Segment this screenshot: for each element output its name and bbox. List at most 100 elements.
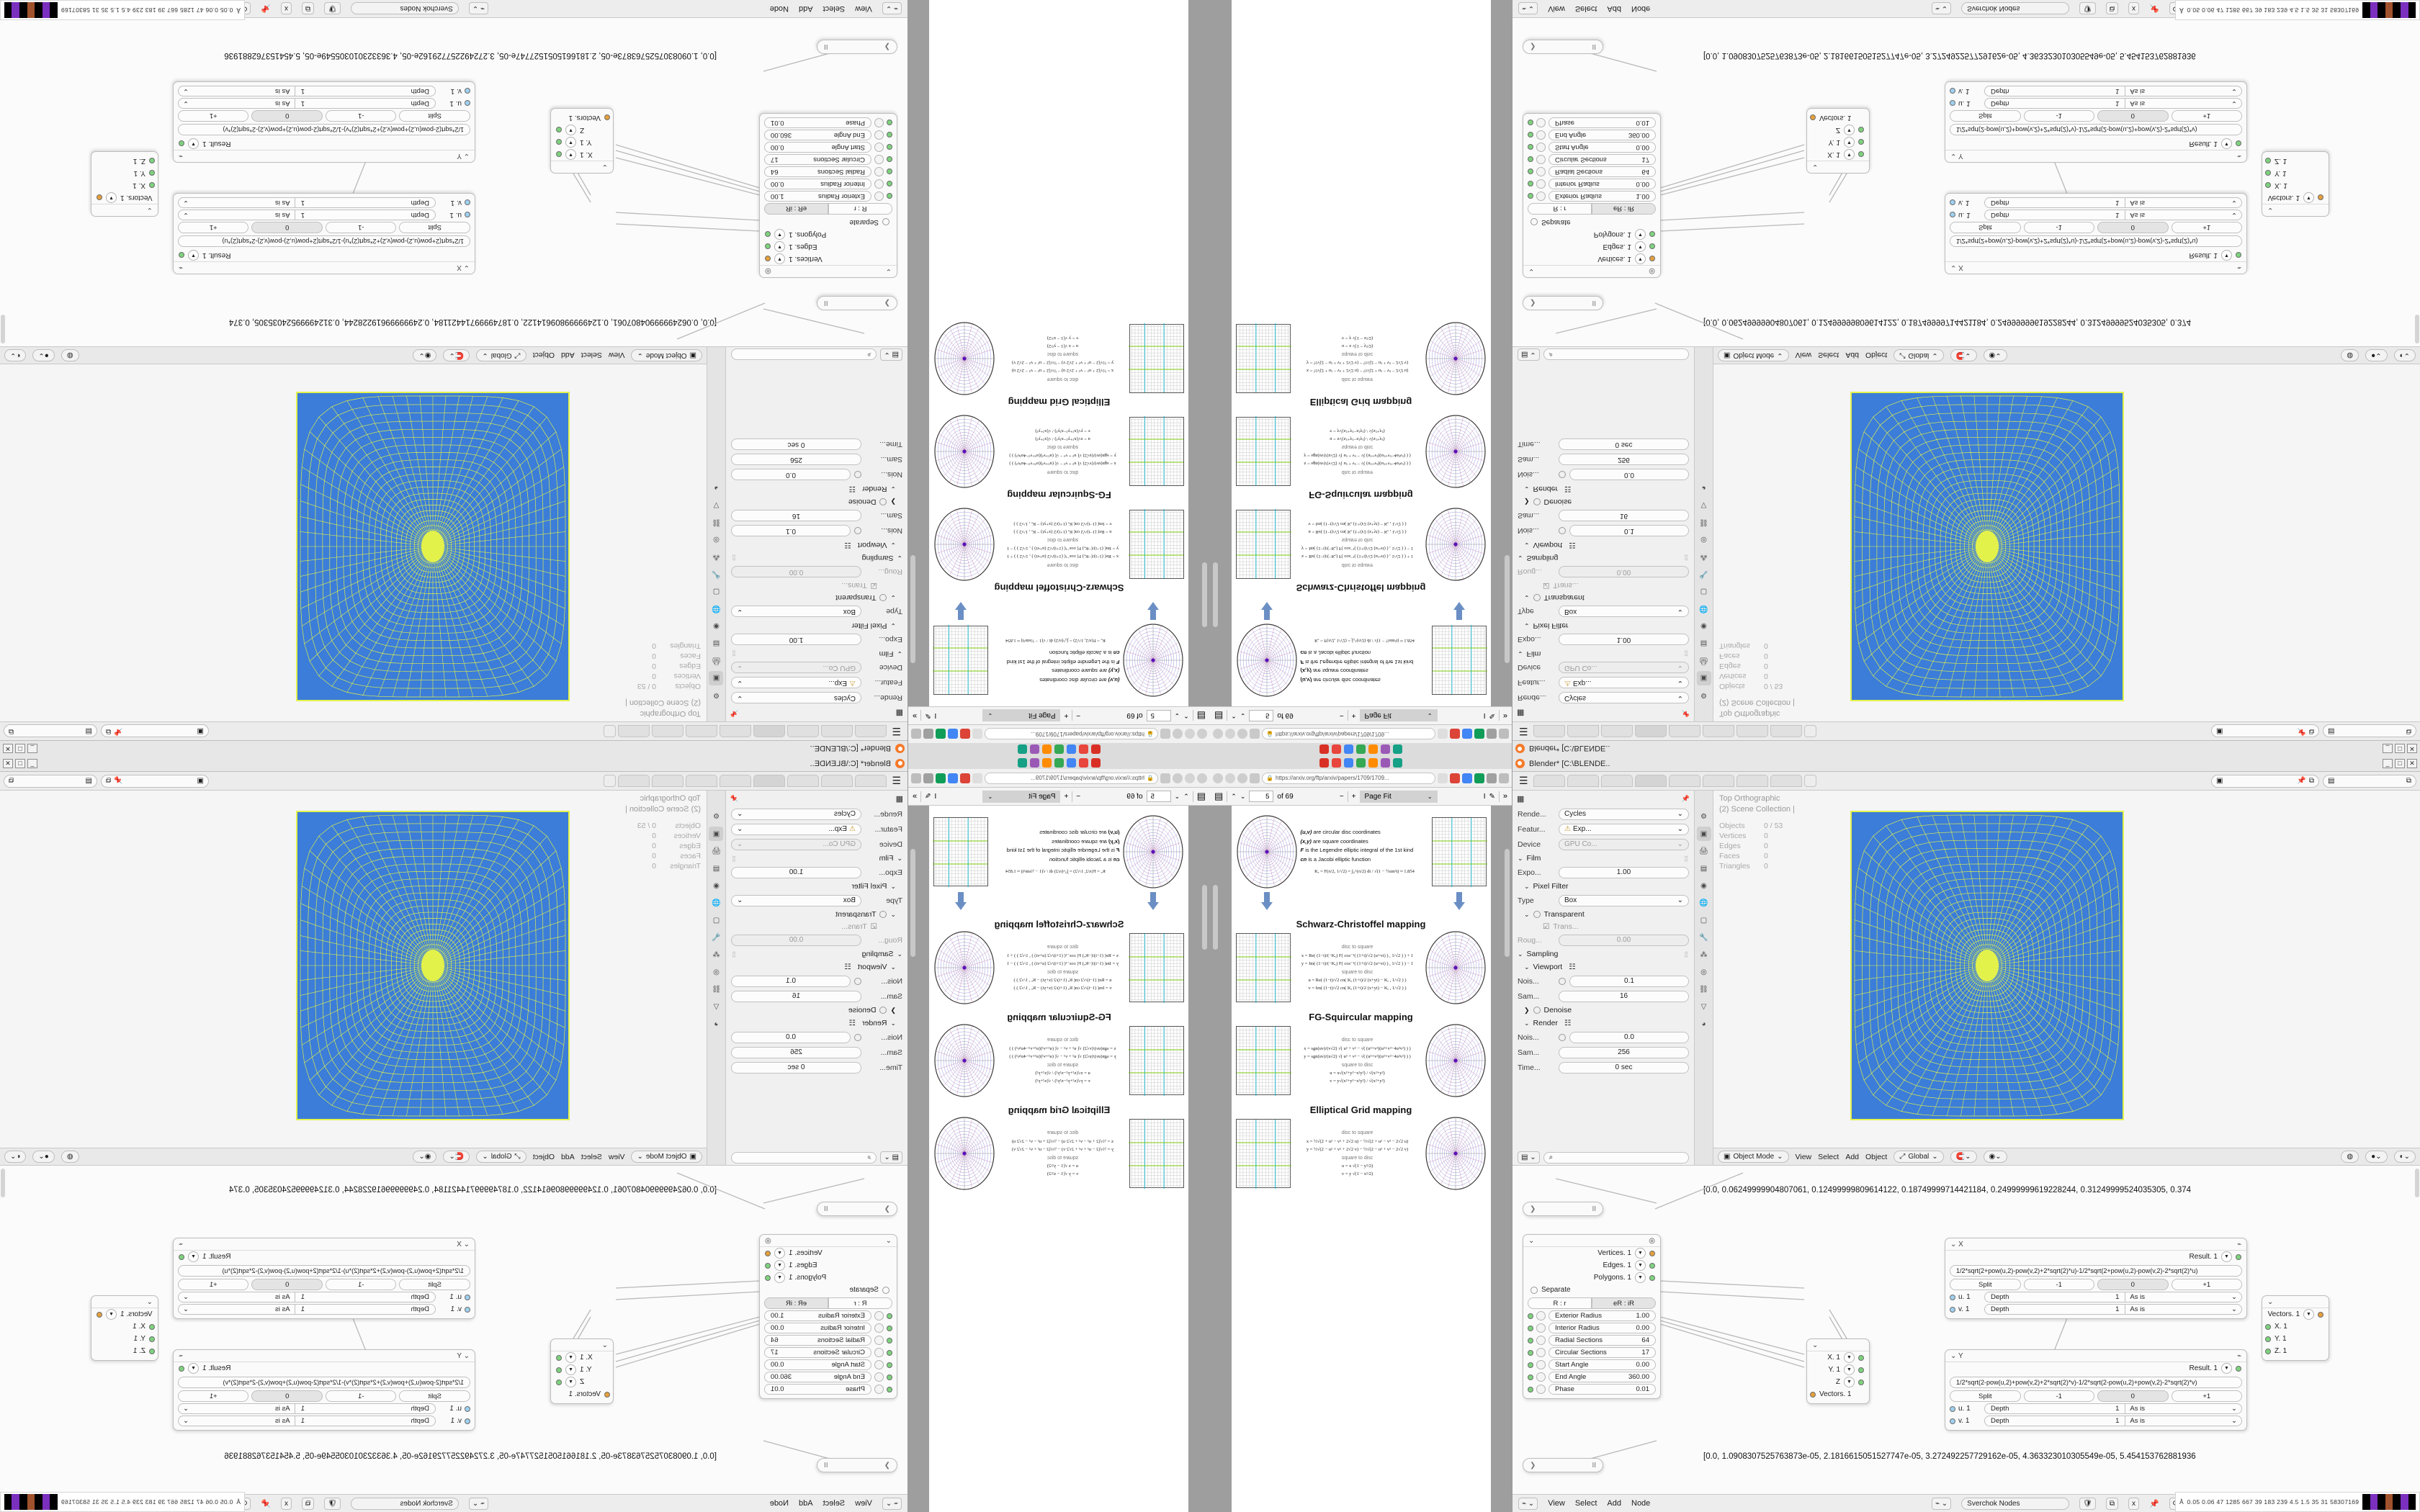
node-vector-out[interactable]: ⌄ Vectors. 1 ▼ X. 1 Y bbox=[91, 151, 158, 217]
v-mode-select[interactable]: As is ⌄ bbox=[2125, 1416, 2242, 1426]
prev-page-button[interactable]: ⌃ bbox=[1183, 792, 1189, 800]
pdf-page-view[interactable]: (u,v) are circular disc coordinates (x,y… bbox=[1210, 0, 1512, 706]
transform-orientation-select[interactable]: ⤢ Global ⌄ bbox=[476, 1151, 526, 1163]
tab-icon[interactable] bbox=[1054, 757, 1064, 768]
chevron-down-icon[interactable]: ▼ bbox=[1635, 1248, 1646, 1259]
socket-polygons[interactable] bbox=[765, 231, 771, 238]
node-editor[interactable]: [0.0, 0.06249999904807061, 0.12499999809… bbox=[0, 1165, 908, 1512]
tab-icon[interactable] bbox=[1030, 744, 1039, 755]
tab-icon[interactable] bbox=[1368, 757, 1378, 768]
wrap-minus1[interactable]: -1 bbox=[326, 1279, 397, 1290]
input-u-row[interactable]: u. 1 Depth 1 As is ⌄ bbox=[1950, 1403, 2242, 1414]
check-icon[interactable]: ☑ bbox=[1543, 922, 1550, 931]
render-samples-input[interactable]: 256 bbox=[1559, 1046, 1689, 1058]
expand-chevron-icon[interactable]: ❯ bbox=[1530, 299, 1536, 307]
animate-icon[interactable] bbox=[1536, 1323, 1546, 1333]
radius-mode-toggle[interactable]: R : r eR : iR bbox=[1528, 203, 1656, 215]
animate-icon[interactable] bbox=[1536, 1372, 1546, 1382]
wrap-0[interactable]: 0 bbox=[2097, 222, 2169, 233]
tab-data-icon[interactable]: ▽ bbox=[713, 501, 720, 510]
tab-physics-icon[interactable]: ◎ bbox=[1700, 968, 1707, 976]
menu-select[interactable]: Select bbox=[823, 4, 846, 13]
node-vector-in[interactable]: ⌄ X. 1 ▼ Y. 1 ▼ bbox=[550, 1338, 614, 1404]
v-mode-select[interactable]: As is ⌄ bbox=[178, 1416, 295, 1426]
close-button[interactable]: ✕ bbox=[3, 759, 13, 768]
pin-icon[interactable]: 📌 bbox=[114, 777, 123, 785]
menu-add[interactable]: Add bbox=[799, 4, 813, 13]
node-torus[interactable]: ⌄ ◎ Vertices. 1 ▼ Edges. 1 ▼ bbox=[1523, 1234, 1661, 1399]
input-u-row[interactable]: u. 1 Depth 1 As is ⌄ bbox=[178, 1292, 470, 1302]
render-noise-checkbox[interactable] bbox=[854, 1033, 861, 1041]
filter-type-select[interactable]: Box ⌄ bbox=[1559, 606, 1689, 618]
wrap-plus1[interactable]: +1 bbox=[178, 1390, 249, 1402]
pin-icon[interactable]: 📌 bbox=[2297, 727, 2306, 735]
prop-radial-sections[interactable]: Radial Sections 64 bbox=[1528, 166, 1656, 177]
viewport-samples-input[interactable]: 16 bbox=[1559, 510, 1689, 522]
socket-y[interactable] bbox=[556, 1367, 562, 1373]
prop-end-angle[interactable]: End Angle 360.00 bbox=[1528, 1372, 1656, 1382]
u-depth-field[interactable]: Depth 1 bbox=[294, 1292, 436, 1302]
vector-output[interactable]: Vectors. 1 bbox=[1807, 112, 1869, 124]
fake-user-button[interactable]: 🛡 bbox=[2079, 2, 2096, 15]
split-button[interactable]: Split bbox=[399, 1390, 470, 1402]
workspace-tab-sculpting[interactable] bbox=[1600, 775, 1633, 787]
collapse-chevron-icon[interactable]: ⌄ bbox=[463, 264, 470, 272]
chevron-down-icon[interactable]: ▼ bbox=[774, 241, 785, 252]
socket-in[interactable] bbox=[1528, 1349, 1533, 1356]
conformal-grid-mesh[interactable] bbox=[1850, 392, 2124, 701]
node-editor-scrollbar[interactable] bbox=[1, 1169, 5, 1197]
u-depth-field[interactable]: Depth 1 bbox=[1984, 210, 2126, 220]
field[interactable]: Start Angle 0.00 bbox=[1549, 1359, 1656, 1370]
node-formula-y[interactable]: ⌄ Y ⌁ Result. 1 ▼ 1/2*sqrt(2-pow(u,2)+po… bbox=[1945, 81, 2247, 163]
fake-user-button[interactable]: 🛡 bbox=[2079, 1497, 2096, 1510]
noise-threshold-checkbox[interactable] bbox=[854, 977, 861, 985]
wrap-minus1[interactable]: -1 bbox=[2023, 1390, 2094, 1402]
render-noise-checkbox[interactable] bbox=[1559, 471, 1566, 479]
animate-icon[interactable] bbox=[874, 1360, 884, 1369]
node-output-result[interactable]: Result. 1 ▼ bbox=[1945, 138, 2246, 150]
mode-Rr[interactable]: R : r bbox=[828, 1297, 892, 1309]
reload-icon[interactable] bbox=[1237, 773, 1247, 783]
wrap-plus1[interactable]: +1 bbox=[2171, 1279, 2242, 1290]
prev-page-button[interactable]: ⌃ bbox=[1183, 712, 1189, 720]
socket-vectors[interactable] bbox=[1810, 114, 1816, 121]
node-editor-scrollbar[interactable] bbox=[2415, 315, 2419, 343]
node-header[interactable]: ⌄ X ⌁ bbox=[174, 261, 475, 274]
prop-radial-sections[interactable]: Radial Sections 64 bbox=[764, 166, 892, 177]
split-button[interactable]: Split bbox=[1950, 222, 2021, 233]
collapse-chevron-icon[interactable]: ⌄ bbox=[463, 1351, 470, 1360]
socket-in[interactable] bbox=[1528, 1313, 1533, 1319]
animate-icon[interactable] bbox=[874, 1372, 884, 1382]
editor-type-icon[interactable]: ▦ bbox=[1517, 708, 1525, 718]
vector-in-z[interactable]: Z. 1 bbox=[2262, 1345, 2329, 1357]
object-mode-select[interactable]: ▣ Object Mode ⌄ bbox=[631, 349, 702, 361]
menu-select[interactable]: Select bbox=[1574, 4, 1597, 13]
extension-icon[interactable] bbox=[1462, 773, 1472, 783]
socket-in[interactable] bbox=[1528, 1374, 1533, 1380]
menu-object[interactable]: Object bbox=[532, 1152, 555, 1161]
render-section-header[interactable]: ⌄ Render ☷ bbox=[726, 1017, 908, 1030]
socket-edges[interactable] bbox=[765, 1262, 771, 1269]
extension-icon[interactable] bbox=[936, 729, 946, 739]
transparent-section-header[interactable]: ⌄ Transparent bbox=[726, 591, 908, 604]
workspace-tab-texture-paint[interactable] bbox=[1668, 775, 1700, 787]
socket-v[interactable] bbox=[465, 1418, 470, 1424]
back-icon[interactable] bbox=[1213, 773, 1223, 783]
menu-icon[interactable] bbox=[1499, 729, 1509, 739]
list-icon[interactable]: ☷ bbox=[844, 963, 851, 971]
tab-material-icon[interactable]: ◕ bbox=[714, 484, 719, 492]
field[interactable]: End Angle 360.00 bbox=[1549, 1372, 1656, 1382]
chevron-down-icon[interactable]: ▼ bbox=[774, 1260, 785, 1271]
tab-viewlayer-icon[interactable]: ▤ bbox=[712, 639, 720, 648]
nodetree-type-icon[interactable]: ⌁ ⌄ bbox=[468, 2, 489, 15]
socket-u[interactable] bbox=[1950, 1405, 1955, 1412]
wrap-0[interactable]: 0 bbox=[2097, 1279, 2169, 1290]
film-section-header[interactable]: ⌄ Film ⣿ bbox=[1512, 647, 1694, 660]
tab-data-icon[interactable]: ▽ bbox=[1700, 501, 1707, 510]
denoise-checkbox[interactable] bbox=[879, 1007, 887, 1014]
tab-icon[interactable] bbox=[1042, 744, 1052, 755]
collapse-chevron-icon[interactable]: ⌄ bbox=[463, 1240, 470, 1248]
menu-view[interactable]: View bbox=[608, 351, 625, 360]
input-v-row[interactable]: v. 1 Depth 1 As is ⌄ bbox=[1950, 1416, 2242, 1426]
tab-tool-icon[interactable]: ⚙ bbox=[713, 691, 720, 700]
